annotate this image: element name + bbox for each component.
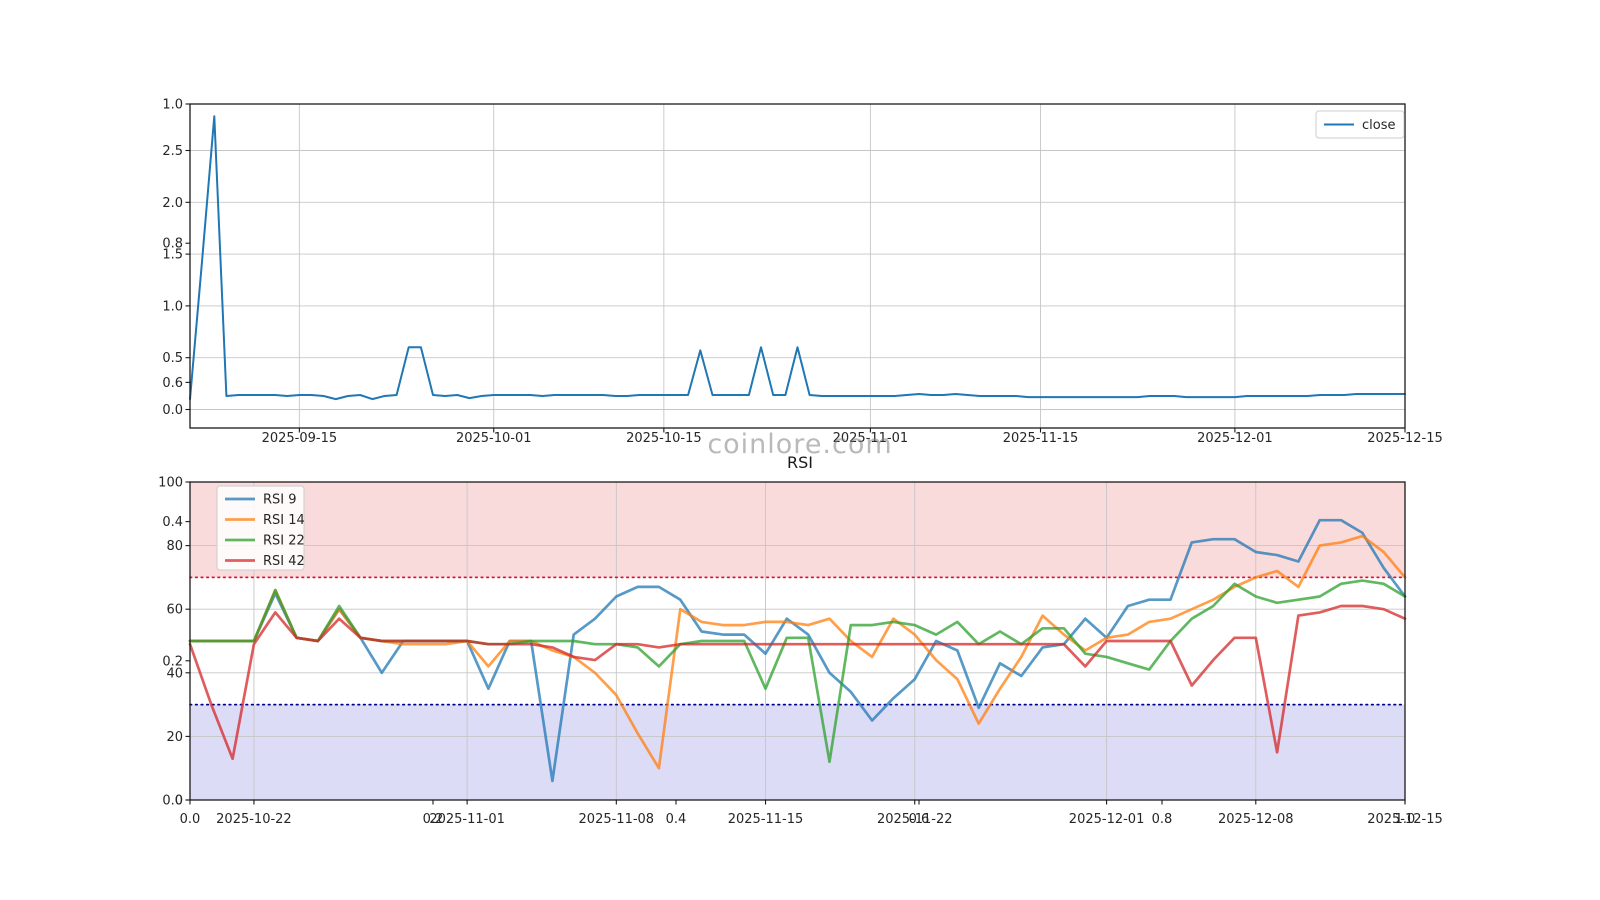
- tick-label: 60: [166, 603, 183, 618]
- tick-label: RSI 22: [263, 534, 305, 549]
- watermark: coinlore.com: [707, 429, 893, 460]
- tick-label: 2025-11-01: [833, 431, 909, 446]
- tick-label: RSI 9: [263, 493, 297, 508]
- tick-label: 0.0: [162, 403, 183, 418]
- tick-label: RSI 14: [263, 513, 305, 528]
- close-line: [189, 115, 1406, 401]
- tick-label: 2025-11-08: [579, 812, 655, 827]
- tick-label: 2025-12-01: [1069, 812, 1145, 827]
- tick-label: 1.5: [162, 248, 183, 263]
- tick-label: 2025-10-22: [216, 812, 292, 827]
- rsi-chart: 2025-10-22 2025-11-01 2025-11-08 2025-11-15…: [158, 476, 1443, 828]
- tick-label: 1.0: [162, 299, 183, 314]
- rsi-42-line: [188, 604, 1407, 761]
- tick-label: 0: [175, 794, 183, 809]
- tick-label: close: [1362, 118, 1395, 133]
- tick-label: 2025-09-15: [262, 431, 338, 446]
- legend-close: close: [1315, 110, 1405, 139]
- tick-label: 2025-12-01: [1197, 431, 1273, 446]
- tick-label: 0.4: [666, 812, 687, 827]
- rsi-14-line: [188, 534, 1407, 770]
- tick-label: 0.2: [162, 654, 183, 669]
- tick-label: 2025-11-22: [877, 812, 953, 827]
- price-chart: 2025-09-15 2025-10-01 2025-10-15 2025-11-01…: [162, 103, 1443, 446]
- tick-label: 20: [166, 730, 183, 745]
- tick-label: 100: [158, 476, 183, 491]
- tick-label: 2025-12-15: [1367, 812, 1443, 827]
- tick-label: 1.0: [162, 98, 183, 113]
- legend-rsi: RSI 9 RSI 14 RSI 22 RSI 42: [216, 485, 305, 571]
- tick-label: 2025-11-15: [728, 812, 804, 827]
- tick-label: 2025-12-08: [1218, 812, 1294, 827]
- tick-label: 0.5: [162, 351, 183, 366]
- oversold-band: [190, 704, 1405, 800]
- tick-label: 80: [166, 539, 183, 554]
- tick-label: 0.6: [909, 812, 930, 827]
- tick-label: 2025-11-01: [429, 812, 505, 827]
- tick-label: 2025-12-15: [1367, 431, 1443, 446]
- tick-label: 0.0: [180, 812, 201, 827]
- tick-label: 1.0: [1395, 812, 1416, 827]
- overlay-axis: 0.0 0.2 0.4 0.6 0.8 1.0 0.0 0.2 0.4 0.6 0.8 1.0: [162, 98, 1415, 828]
- tick-label: 40: [166, 666, 183, 681]
- tick-label: 0.4: [162, 515, 183, 530]
- tick-label: 0.8: [1152, 812, 1173, 827]
- rsi-chart-title: RSI: [787, 453, 813, 472]
- tick-label: 2025-10-15: [626, 431, 702, 446]
- overbought-band: [190, 482, 1405, 578]
- tick-label: 2.5: [162, 144, 183, 159]
- tick-label: 2.0: [162, 196, 183, 211]
- tick-label: 2025-11-15: [1003, 431, 1079, 446]
- rsi-9-line: [188, 518, 1407, 783]
- tick-label: 0.6: [162, 376, 183, 391]
- tick-label: RSI 42: [263, 554, 305, 569]
- tick-label: 0.8: [162, 237, 183, 252]
- tick-label: 2025-10-01: [456, 431, 532, 446]
- tick-label: 0.0: [162, 794, 183, 809]
- tick-label: 0.2: [423, 812, 444, 827]
